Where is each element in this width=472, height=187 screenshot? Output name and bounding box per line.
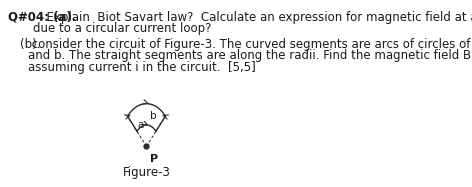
Text: P: P: [150, 154, 158, 164]
Text: (b).: (b).: [20, 38, 40, 51]
Text: assuming current i in the circuit.: assuming current i in the circuit.: [28, 61, 221, 74]
Text: consider the circuit of Figure-3. The curved segments are arcs of circles of rad: consider the circuit of Figure-3. The cu…: [28, 38, 472, 51]
Text: due to a circular current loop?: due to a circular current loop?: [33, 22, 211, 35]
Text: a: a: [138, 120, 144, 130]
Text: Q#04: (a).: Q#04: (a).: [8, 10, 76, 24]
Text: and b. The straight segments are along the radii. Find the magnetic field B at P: and b. The straight segments are along t…: [28, 49, 472, 62]
Text: Explain  Biot Savart law?  Calculate an expression for magnetic field at any poi: Explain Biot Savart law? Calculate an ex…: [39, 10, 472, 24]
Text: Figure-3: Figure-3: [123, 166, 170, 179]
Text: b: b: [150, 111, 157, 121]
Text: [5,5]: [5,5]: [228, 61, 256, 74]
